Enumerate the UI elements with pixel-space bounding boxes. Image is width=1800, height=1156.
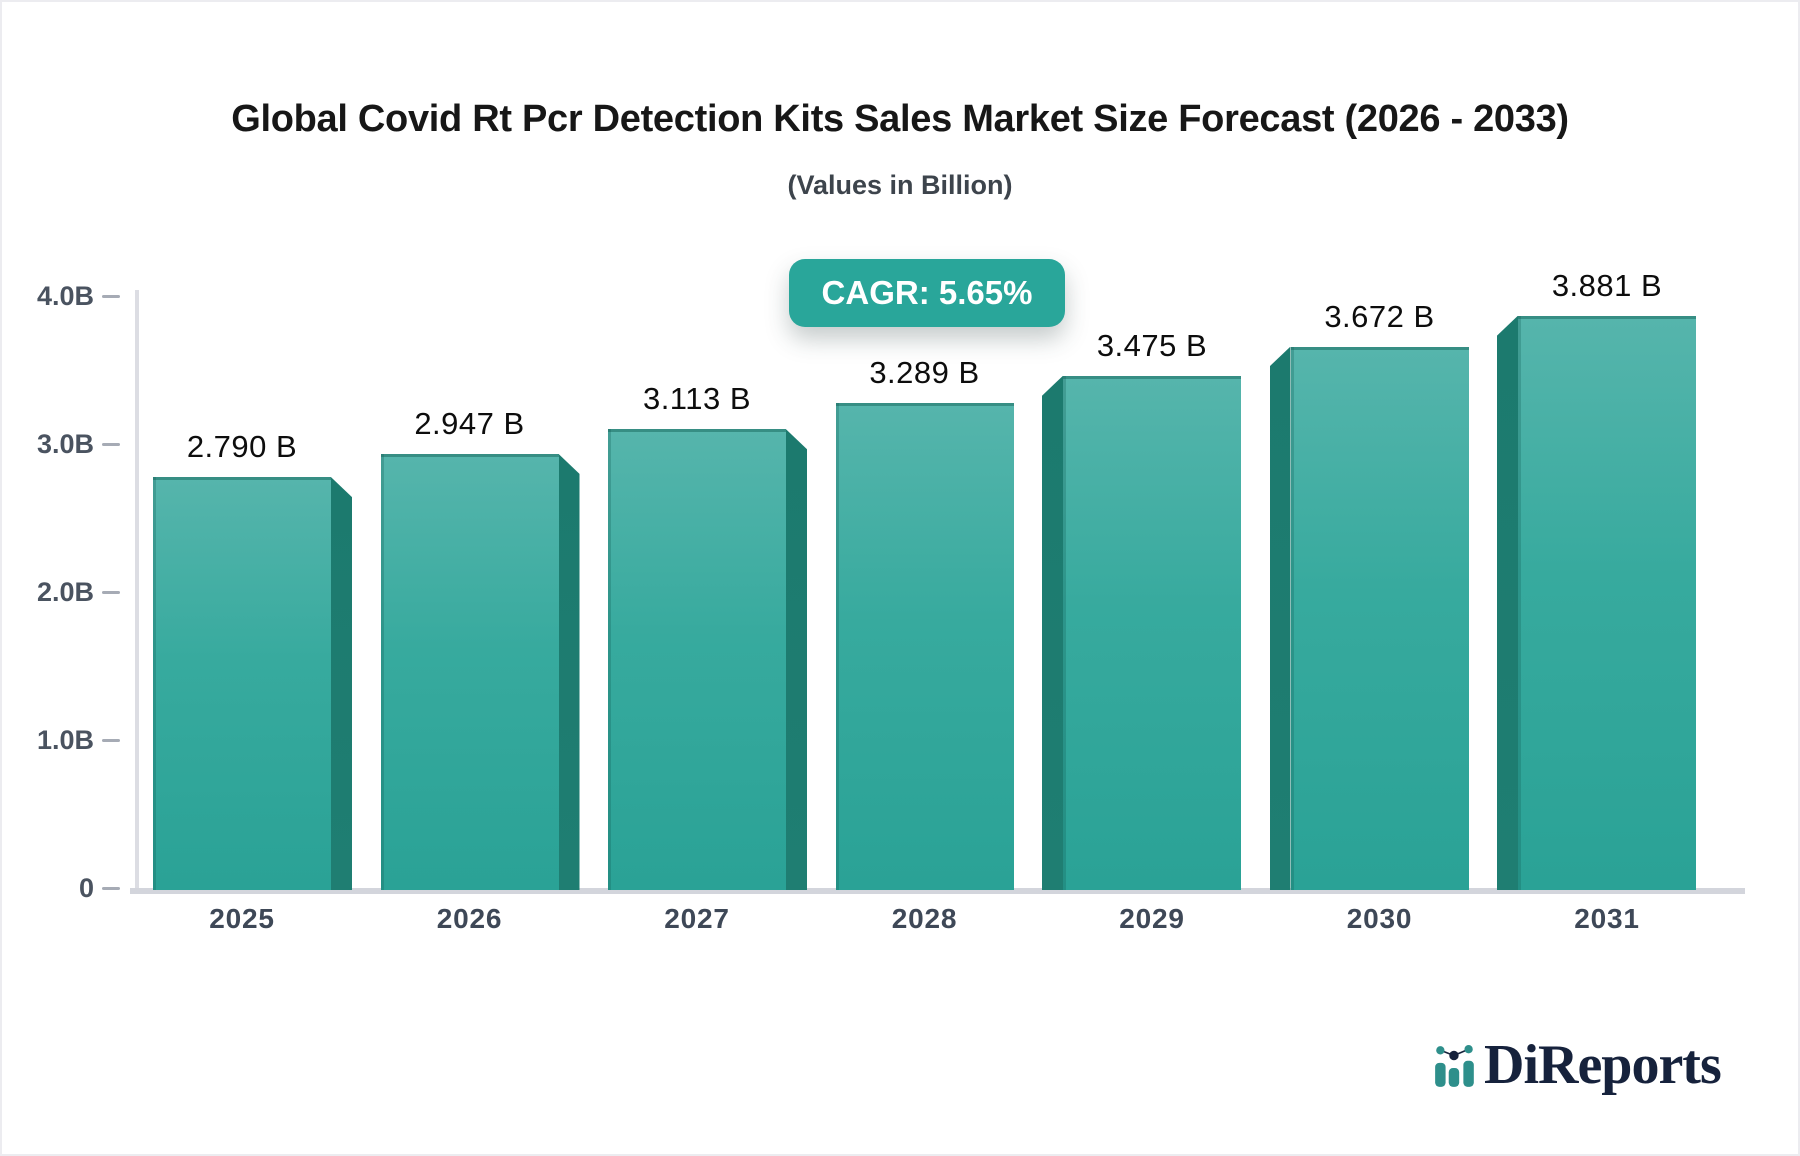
bar-side-2027 [786, 429, 807, 890]
y-tick-mark [102, 590, 120, 594]
cagr-badge: CAGR: 5.65% [789, 259, 1065, 327]
chart-subtitle: (Values in Billion) [787, 170, 1013, 200]
bar-2026 [380, 453, 559, 890]
y-tick-mark [102, 738, 120, 742]
bar-side-2025 [331, 477, 352, 890]
x-tick-label-2031: 2031 [1574, 903, 1640, 934]
bar-side-2030 [1269, 346, 1291, 890]
y-tick-label: 0 [78, 873, 94, 903]
x-axis-baseline [130, 888, 1745, 894]
x-tick-label-2026: 2026 [436, 903, 503, 934]
bar-2027 [608, 429, 786, 890]
bar-value-label-2025: 2.790 B [186, 429, 298, 465]
bar-2031 [1518, 315, 1696, 890]
bar-value-label-2028: 3.289 B [869, 355, 980, 391]
y-axis-line [135, 290, 139, 892]
bar-value-label-2027: 3.113 B [642, 381, 752, 417]
brand-chart-icon [1432, 1044, 1478, 1095]
brand-logo: DiReports [1432, 1034, 1722, 1100]
y-tick-label: 2.0B [36, 577, 94, 607]
y-tick-label: 1.0B [36, 725, 94, 755]
bar-2028 [835, 403, 1014, 890]
x-tick-label-2030: 2030 [1346, 903, 1413, 934]
y-tick-label: 4.0B [36, 281, 94, 311]
bar-value-label-2031: 3.881 B [1551, 267, 1663, 303]
bar-side-2026 [558, 453, 580, 890]
bar-side-2031 [1497, 315, 1518, 890]
y-tick-mark [102, 294, 120, 298]
bar-2025 [153, 477, 331, 890]
x-tick-label-2028: 2028 [891, 903, 958, 934]
bar-value-label-2026: 2.947 B [414, 405, 525, 441]
y-tick-mark [102, 886, 120, 890]
cagr-badge-label: CAGR: 5.65% [821, 274, 1033, 311]
bar-side-2029 [1042, 375, 1063, 890]
y-tick-label: 3.0B [36, 429, 94, 459]
bar-value-label-2030: 3.672 B [1324, 298, 1435, 334]
x-tick-label-2029: 2029 [1119, 903, 1185, 934]
bar-2029 [1063, 375, 1241, 890]
brand-name: DiReports [1484, 1034, 1722, 1096]
x-tick-label-2027: 2027 [664, 903, 730, 934]
chart-title: Global Covid Rt Pcr Detection Kits Sales… [231, 98, 1569, 140]
bar-2030 [1290, 346, 1469, 890]
x-tick-label-2025: 2025 [209, 903, 275, 934]
y-tick-mark [102, 442, 120, 446]
bar-value-label-2029: 3.475 B [1096, 327, 1208, 363]
